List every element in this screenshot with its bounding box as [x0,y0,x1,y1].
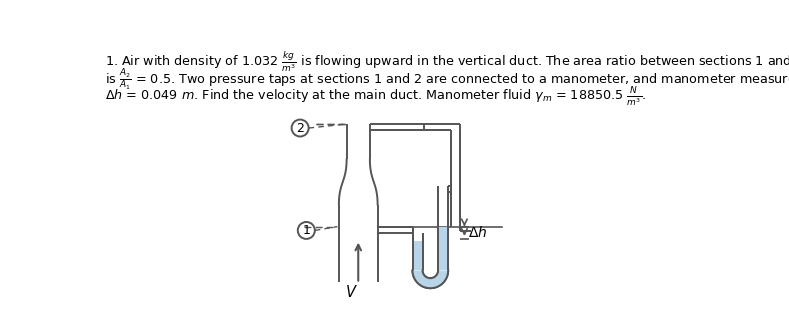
Bar [438,227,448,270]
Text: $V$: $V$ [345,284,358,300]
Bar [413,241,423,270]
Text: 1: 1 [302,224,310,237]
Polygon shape [413,270,448,288]
Text: 1. Air with density of 1.032 $\frac{kg}{m^3}$ is flowing upward in the vertical : 1. Air with density of 1.032 $\frac{kg}{… [105,49,789,74]
Text: $\Delta h$: $\Delta h$ [468,225,487,240]
Text: 2: 2 [296,121,304,135]
Text: $\Delta h$ = 0.049 $m$. Find the velocity at the main duct. Manometer fluid $\ga: $\Delta h$ = 0.049 $m$. Find the velocit… [105,86,646,109]
Text: is $\frac{A_2}{A_1}$ = 0.5. Two pressure taps at sections 1 and 2 are connected : is $\frac{A_2}{A_1}$ = 0.5. Two pressure… [105,67,789,92]
